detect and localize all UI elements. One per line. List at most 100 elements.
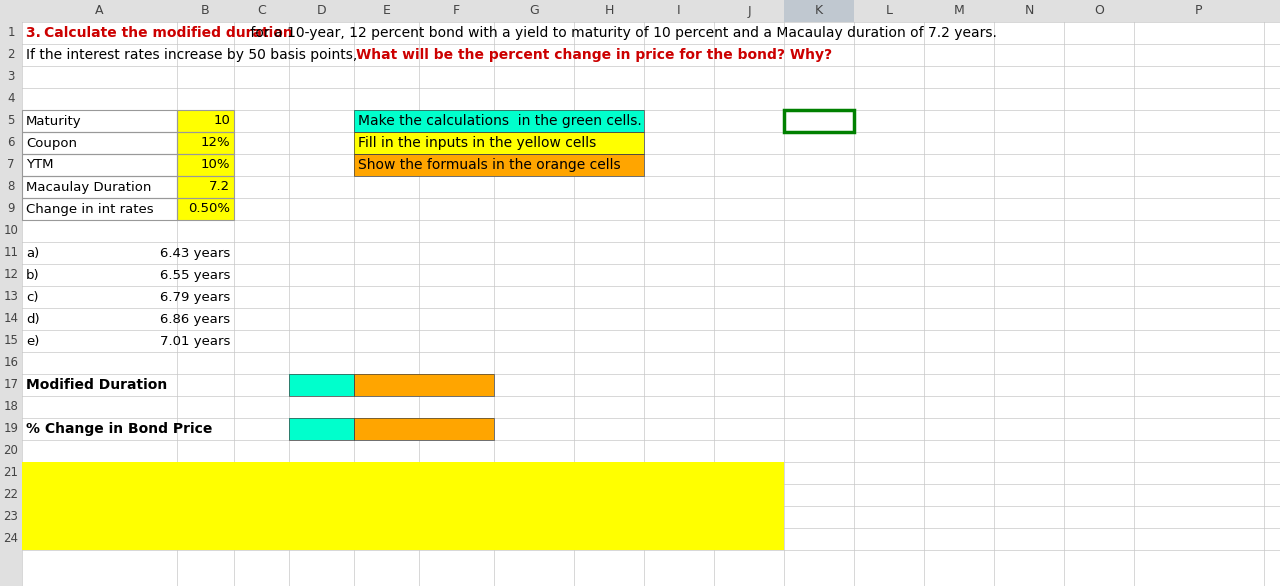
Text: Fill in the inputs in the yellow cells: Fill in the inputs in the yellow cells (358, 136, 596, 150)
Text: for a 10-year, 12 percent bond with a yield to maturity of 10 percent and a Maca: for a 10-year, 12 percent bond with a yi… (246, 26, 997, 40)
Bar (177, 110, 234, 132)
Text: Maturity: Maturity (26, 114, 82, 128)
Text: Make the calculations  in the green cells.: Make the calculations in the green cells… (358, 114, 641, 128)
Text: F: F (453, 5, 460, 18)
Text: E: E (383, 5, 390, 18)
Text: 10: 10 (4, 224, 18, 237)
Text: 2: 2 (8, 49, 15, 62)
Text: 6.43 years: 6.43 years (160, 247, 230, 260)
Text: 1: 1 (8, 26, 15, 39)
Text: 6.55 years: 6.55 years (160, 268, 230, 281)
Bar (177, 198, 234, 220)
Text: 18: 18 (4, 400, 18, 414)
Text: 3: 3 (8, 70, 14, 83)
Text: Modified Duration: Modified Duration (26, 378, 168, 392)
Text: 6: 6 (8, 137, 15, 149)
Bar (22, 198, 177, 220)
Bar (355, 110, 644, 132)
Text: 10%: 10% (201, 158, 230, 172)
Text: 19: 19 (4, 423, 18, 435)
Text: N: N (1024, 5, 1034, 18)
Text: Change in int rates: Change in int rates (26, 203, 154, 216)
Text: What will be the percent change in price for the bond? Why?: What will be the percent change in price… (356, 48, 832, 62)
Text: G: G (529, 5, 539, 18)
Text: d): d) (26, 312, 40, 325)
Bar (22, 176, 177, 198)
Bar (289, 418, 355, 440)
Text: Calculate the modified duration: Calculate the modified duration (44, 26, 293, 40)
Bar (355, 132, 644, 154)
Text: 10: 10 (214, 114, 230, 128)
Bar (177, 154, 234, 176)
Bar (355, 374, 494, 396)
Bar (355, 374, 494, 396)
Text: 0.50%: 0.50% (188, 203, 230, 216)
Text: J: J (748, 5, 751, 18)
Bar (177, 154, 234, 176)
Text: 4: 4 (8, 93, 15, 105)
Bar (177, 198, 234, 220)
Text: B: B (201, 5, 210, 18)
Text: 13: 13 (4, 291, 18, 304)
Bar (22, 132, 177, 154)
Text: 20: 20 (4, 445, 18, 458)
Text: 12%: 12% (201, 137, 230, 149)
Bar (0, 0, 1280, 22)
Bar (355, 110, 644, 132)
Text: C: C (257, 5, 266, 18)
Text: 17: 17 (4, 379, 18, 391)
Bar (355, 154, 644, 176)
Text: % Change in Bond Price: % Change in Bond Price (26, 422, 212, 436)
Text: 8: 8 (8, 180, 14, 193)
Text: 15: 15 (4, 335, 18, 347)
Text: D: D (316, 5, 326, 18)
Text: 9: 9 (8, 203, 15, 216)
Bar (0, 22, 22, 586)
Bar (289, 374, 355, 396)
Text: If the interest rates increase by 50 basis points,: If the interest rates increase by 50 bas… (26, 48, 362, 62)
Bar (289, 374, 355, 396)
Bar (22, 110, 177, 132)
Bar (355, 418, 494, 440)
Text: 21: 21 (4, 466, 18, 479)
Text: 24: 24 (4, 533, 18, 546)
Text: 6.86 years: 6.86 years (160, 312, 230, 325)
Text: e): e) (26, 335, 40, 347)
Text: 5: 5 (8, 114, 14, 128)
Bar (289, 418, 355, 440)
Text: 14: 14 (4, 312, 18, 325)
Text: 11: 11 (4, 247, 18, 260)
Text: 7.2: 7.2 (209, 180, 230, 193)
Text: H: H (604, 5, 613, 18)
Bar (177, 176, 234, 198)
Bar (22, 462, 783, 550)
Bar (355, 154, 644, 176)
Bar (355, 132, 644, 154)
Text: P: P (1196, 5, 1203, 18)
Bar (177, 110, 234, 132)
Text: 12: 12 (4, 268, 18, 281)
Text: 16: 16 (4, 356, 18, 370)
Text: Macaulay Duration: Macaulay Duration (26, 180, 151, 193)
Bar (783, 110, 854, 132)
Text: 7.01 years: 7.01 years (160, 335, 230, 347)
Bar (177, 132, 234, 154)
Bar (783, 0, 854, 22)
Text: 7: 7 (8, 158, 15, 172)
Text: A: A (95, 5, 104, 18)
Text: L: L (886, 5, 892, 18)
Text: a): a) (26, 247, 40, 260)
Text: O: O (1094, 5, 1103, 18)
Text: 6.79 years: 6.79 years (160, 291, 230, 304)
Text: I: I (677, 5, 681, 18)
Text: b): b) (26, 268, 40, 281)
Bar (177, 132, 234, 154)
Bar (177, 176, 234, 198)
Text: 3.: 3. (26, 26, 46, 40)
Text: K: K (815, 5, 823, 18)
Text: c): c) (26, 291, 38, 304)
Text: Show the formuals in the orange cells: Show the formuals in the orange cells (358, 158, 621, 172)
Text: YTM: YTM (26, 158, 54, 172)
Text: M: M (954, 5, 964, 18)
Bar (22, 154, 177, 176)
